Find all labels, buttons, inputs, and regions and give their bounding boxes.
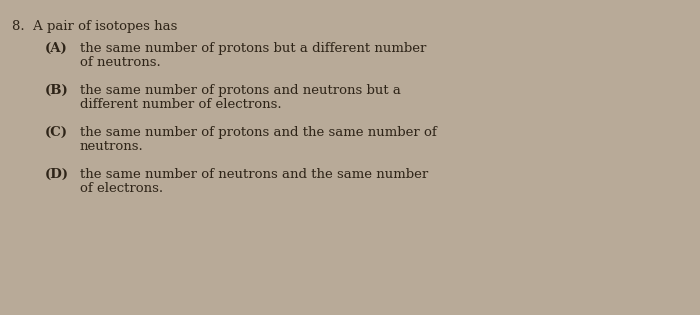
Text: the same number of neutrons and the same number: the same number of neutrons and the same… <box>80 168 428 181</box>
Text: (D): (D) <box>45 168 69 181</box>
Text: of neutrons.: of neutrons. <box>80 56 161 70</box>
Text: (B): (B) <box>45 84 69 97</box>
Text: (A): (A) <box>45 42 68 55</box>
Text: of electrons.: of electrons. <box>80 182 163 196</box>
Text: the same number of protons and the same number of: the same number of protons and the same … <box>80 126 437 139</box>
Text: neutrons.: neutrons. <box>80 140 144 153</box>
Text: (C): (C) <box>45 126 68 139</box>
Text: the same number of protons and neutrons but a: the same number of protons and neutrons … <box>80 84 401 97</box>
Text: different number of electrons.: different number of electrons. <box>80 99 281 112</box>
Text: the same number of protons but a different number: the same number of protons but a differe… <box>80 42 426 55</box>
Text: 8.  A pair of isotopes has: 8. A pair of isotopes has <box>12 20 177 33</box>
